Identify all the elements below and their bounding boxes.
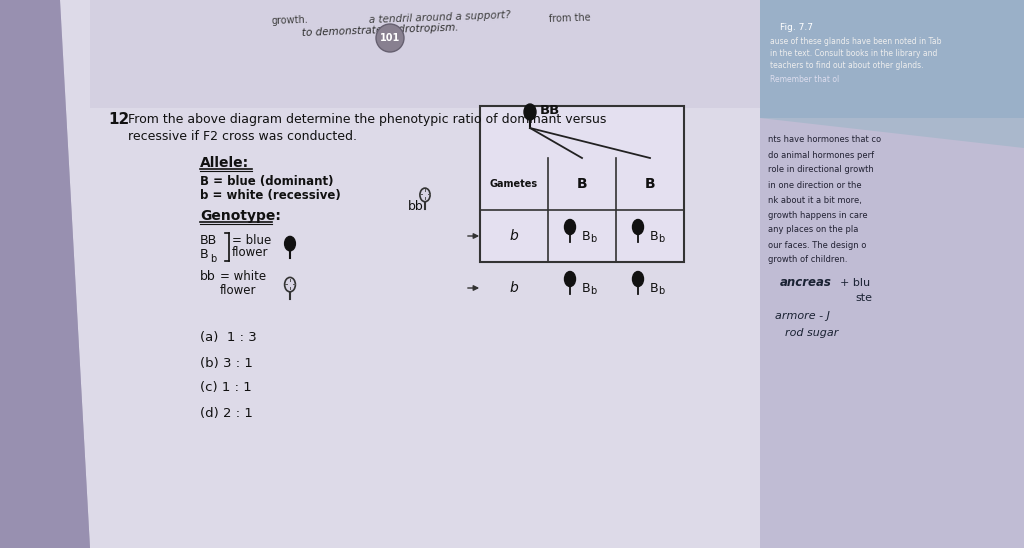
Ellipse shape xyxy=(633,220,643,235)
Polygon shape xyxy=(0,0,1024,108)
Text: (a)  1 : 3: (a) 1 : 3 xyxy=(200,332,257,345)
Text: growth of children.: growth of children. xyxy=(768,255,848,265)
Text: (b) 3 : 1: (b) 3 : 1 xyxy=(200,357,253,369)
Text: recessive if F2 cross was conducted.: recessive if F2 cross was conducted. xyxy=(128,130,357,144)
Text: from the: from the xyxy=(549,12,591,24)
Text: nts have hormones that co: nts have hormones that co xyxy=(768,135,881,145)
Text: to demonstrate hydrotropism.: to demonstrate hydrotropism. xyxy=(301,22,459,38)
Text: b: b xyxy=(590,286,596,296)
Text: ste: ste xyxy=(855,293,872,303)
Text: 101: 101 xyxy=(380,33,400,43)
Text: any places on the pla: any places on the pla xyxy=(768,225,858,235)
Text: From the above diagram determine the phenotypic ratio of dominant versus: From the above diagram determine the phe… xyxy=(128,113,606,127)
Ellipse shape xyxy=(285,277,295,292)
Bar xyxy=(760,0,1024,118)
Text: ause of these glands have been noted in Tab: ause of these glands have been noted in … xyxy=(770,37,941,47)
Text: role in directional growth: role in directional growth xyxy=(768,165,873,174)
Text: bb: bb xyxy=(408,201,424,214)
Ellipse shape xyxy=(420,188,430,202)
Bar xyxy=(480,106,684,262)
Ellipse shape xyxy=(285,236,295,251)
Text: Genotype:: Genotype: xyxy=(200,209,281,223)
Text: flower: flower xyxy=(232,247,268,260)
Text: Allele:: Allele: xyxy=(200,156,249,170)
Text: = blue: = blue xyxy=(232,233,271,247)
Text: BB: BB xyxy=(540,104,560,117)
Text: + blu: + blu xyxy=(840,278,870,288)
Text: a tendril around a support?: a tendril around a support? xyxy=(369,10,511,25)
Text: Fig. 7.7: Fig. 7.7 xyxy=(780,24,813,32)
Text: 12: 12 xyxy=(108,112,129,128)
Text: b: b xyxy=(510,281,518,295)
Ellipse shape xyxy=(564,220,575,235)
Text: rod sugar: rod sugar xyxy=(785,328,839,338)
Polygon shape xyxy=(60,0,810,548)
Text: = white: = white xyxy=(220,271,266,283)
Text: in one direction or the: in one direction or the xyxy=(768,180,861,190)
Polygon shape xyxy=(0,0,90,548)
Text: B: B xyxy=(582,230,591,243)
Ellipse shape xyxy=(524,104,536,120)
Ellipse shape xyxy=(564,271,575,287)
Text: ancreas: ancreas xyxy=(780,277,831,289)
Text: armore - J: armore - J xyxy=(775,311,829,321)
Text: (c) 1 : 1: (c) 1 : 1 xyxy=(200,381,252,395)
Text: Remember that ol: Remember that ol xyxy=(770,76,840,84)
Text: growth.: growth. xyxy=(271,14,308,26)
Text: our faces. The design o: our faces. The design o xyxy=(768,241,866,249)
Text: bb: bb xyxy=(200,271,216,283)
Text: b = white (recessive): b = white (recessive) xyxy=(200,190,341,203)
Text: b: b xyxy=(510,229,518,243)
Circle shape xyxy=(376,24,404,52)
Text: b: b xyxy=(658,286,665,296)
Text: in the text. Consult books in the library and: in the text. Consult books in the librar… xyxy=(770,49,937,59)
Polygon shape xyxy=(90,0,810,108)
Text: Gametes: Gametes xyxy=(489,179,538,189)
Text: B: B xyxy=(577,177,588,191)
Polygon shape xyxy=(760,0,1024,148)
Bar xyxy=(760,118,1024,548)
Text: B: B xyxy=(650,282,658,294)
Text: flower: flower xyxy=(220,283,256,296)
Ellipse shape xyxy=(633,271,643,287)
Text: B: B xyxy=(650,230,658,243)
Text: b: b xyxy=(210,254,216,264)
Text: B: B xyxy=(582,282,591,294)
Text: B: B xyxy=(645,177,655,191)
Text: (d) 2 : 1: (d) 2 : 1 xyxy=(200,407,253,420)
Text: b: b xyxy=(590,234,596,244)
Text: B = blue (dominant): B = blue (dominant) xyxy=(200,175,334,189)
Text: teachers to find out about other glands.: teachers to find out about other glands. xyxy=(770,61,924,71)
Text: b: b xyxy=(658,234,665,244)
Text: B: B xyxy=(200,248,209,261)
Text: growth happens in care: growth happens in care xyxy=(768,210,867,220)
Text: nk about it a bit more,: nk about it a bit more, xyxy=(768,196,862,204)
Text: BB: BB xyxy=(200,233,217,247)
Text: do animal hormones perf: do animal hormones perf xyxy=(768,151,874,159)
Polygon shape xyxy=(760,0,1024,548)
